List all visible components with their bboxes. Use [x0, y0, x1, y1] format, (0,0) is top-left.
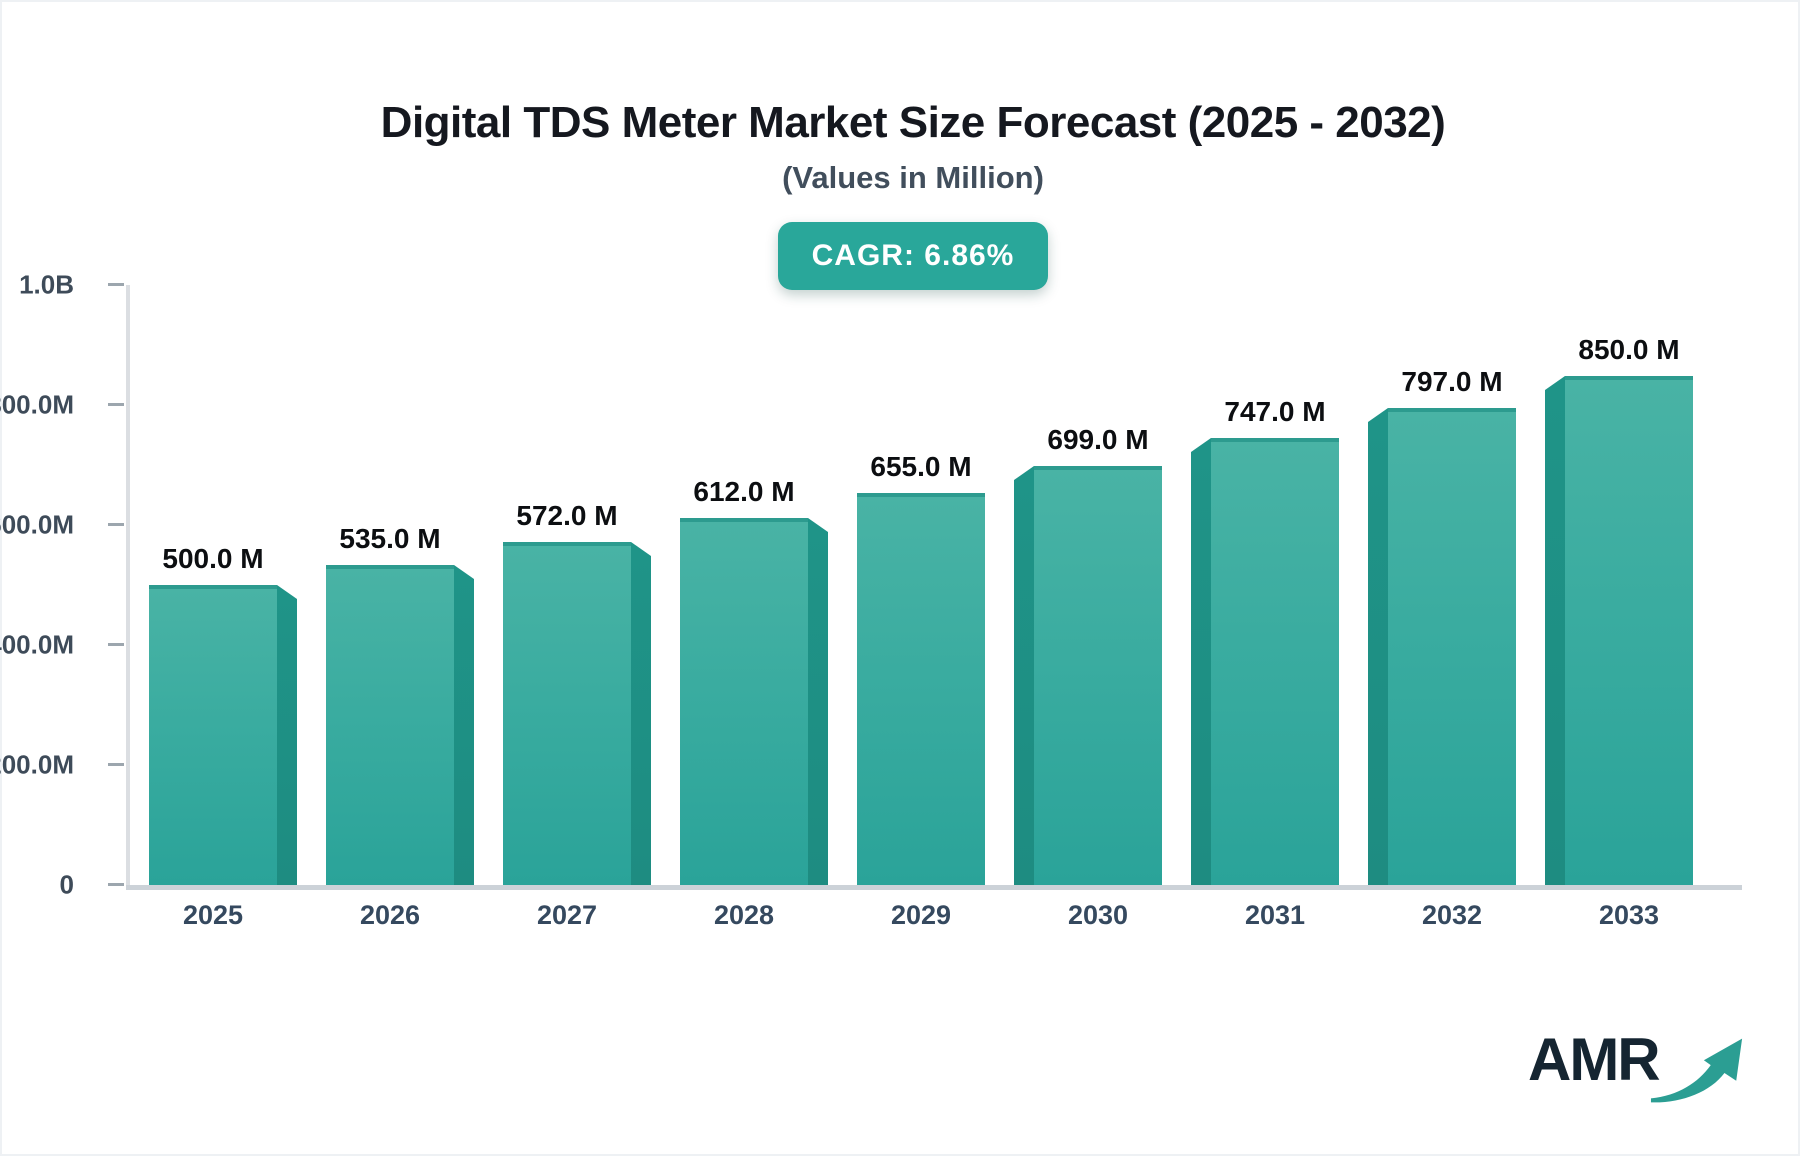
bar-value-label-2029: 655.0 M	[870, 451, 972, 482]
x-tick-label-2032: 2032	[1421, 900, 1483, 930]
y-tick-label: 600.0M	[0, 509, 74, 540]
y-tick-dash	[108, 523, 124, 526]
y-tick-label: 1.0B	[19, 269, 74, 300]
amr-logo: AMR	[1528, 1030, 1747, 1108]
bar-value-label-2025: 500.0 M	[162, 543, 264, 574]
cagr-badge: CAGR: 6.86%	[777, 222, 1049, 290]
bar-2033	[1565, 376, 1693, 885]
y-tick-label: 200.0M	[0, 749, 74, 780]
x-tick-label-2025: 2025	[182, 900, 244, 930]
y-tick-label: 800.0M	[0, 389, 74, 420]
y-tick-dash	[108, 883, 124, 886]
bar-value-label-2028: 612.0 M	[693, 476, 795, 507]
bar-2026	[326, 565, 454, 885]
x-tick-label-2030: 2030	[1067, 900, 1129, 930]
x-tick-label-2029: 2029	[890, 900, 952, 930]
y-tick-dash	[108, 403, 124, 406]
bar-value-label-2030: 699.0 M	[1047, 424, 1149, 455]
growth-arrow-icon	[1650, 1038, 1742, 1103]
bar-value-label-2026: 535.0 M	[339, 523, 441, 554]
bar-side-2026	[454, 565, 474, 885]
y-tick-label: 400.0M	[0, 629, 74, 660]
chart-subtitle: (Values in Million)	[782, 160, 1044, 195]
x-tick-label-2031: 2031	[1244, 900, 1306, 930]
bar-2027	[503, 542, 631, 885]
bar-2028	[680, 518, 808, 885]
chart-header: Digital TDS Meter Market Size Forecast (…	[26, 0, 1800, 290]
bar-side-2032	[1368, 408, 1388, 885]
y-axis-line	[126, 285, 130, 886]
x-tick-label-2027: 2027	[536, 900, 598, 930]
y-tick-dash	[108, 283, 124, 286]
bar-side-2033	[1545, 376, 1565, 885]
chart-title: Digital TDS Meter Market Size Forecast (…	[380, 98, 1446, 147]
bar-2025	[149, 585, 277, 885]
bar-side-2027	[631, 542, 651, 885]
x-tick-label-2033: 2033	[1598, 900, 1660, 930]
y-tick-dash	[108, 763, 124, 766]
x-axis-baseline	[126, 885, 1742, 890]
bar-side-2028	[808, 518, 828, 885]
bar-value-label-2027: 572.0 M	[516, 500, 618, 531]
amr-logo-text: AMR	[1528, 1026, 1661, 1093]
bar-2029	[857, 493, 985, 885]
bar-2032	[1388, 408, 1516, 885]
x-tick-label-2026: 2026	[359, 900, 421, 930]
bar-side-2030	[1014, 466, 1034, 885]
bar-value-label-2032: 797.0 M	[1401, 366, 1503, 397]
x-tick-label-2028: 2028	[713, 900, 775, 930]
bar-side-2025	[277, 585, 297, 885]
bar-2031	[1211, 438, 1339, 885]
y-tick-dash	[108, 643, 124, 646]
bar-value-label-2033: 850.0 M	[1578, 334, 1680, 365]
bar-2030	[1034, 466, 1162, 885]
y-tick-label: 0	[59, 869, 74, 900]
bar-side-2031	[1191, 438, 1211, 885]
bar-value-label-2031: 747.0 M	[1224, 396, 1326, 427]
